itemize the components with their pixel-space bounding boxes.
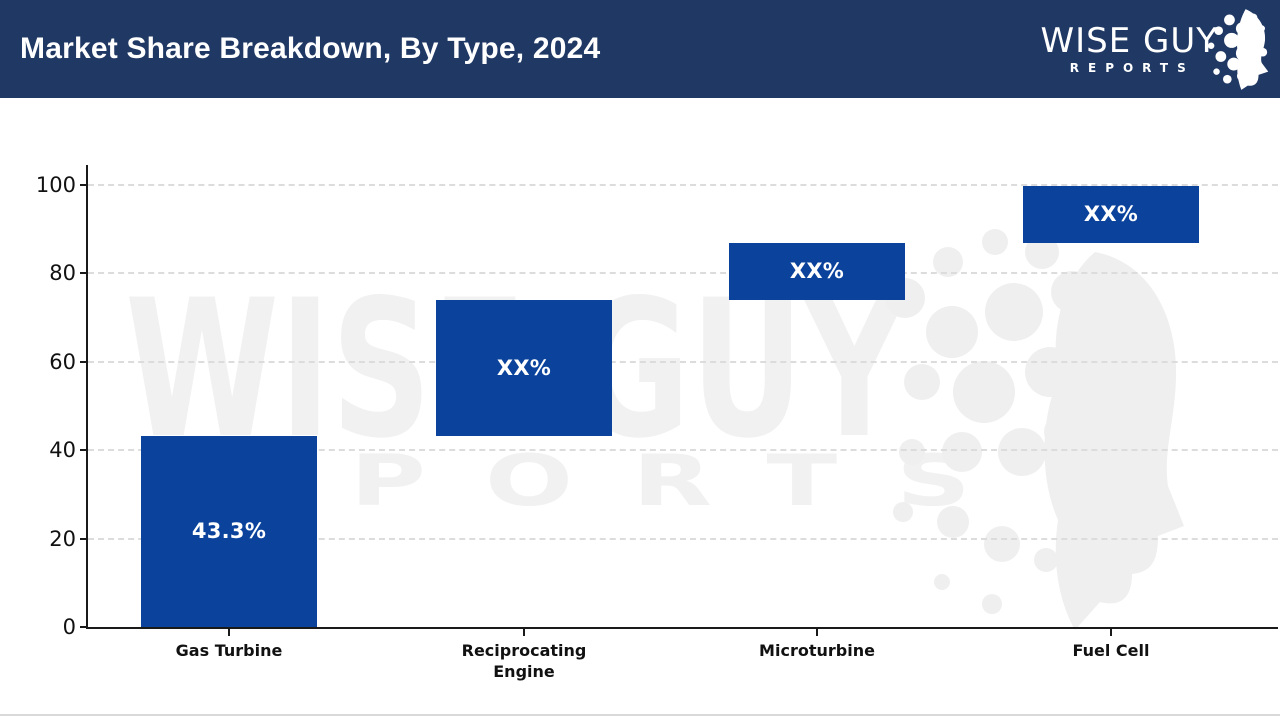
- header-bar: Market Share Breakdown, By Type, 2024 WI…: [0, 0, 1280, 98]
- y-tick-label: 100: [35, 173, 76, 197]
- x-tick-mark: [1110, 629, 1112, 636]
- y-tick-mark: [80, 360, 88, 363]
- y-tick-mark: [80, 537, 88, 540]
- bottom-divider: [0, 714, 1280, 716]
- bar-value-label: XX%: [1083, 202, 1139, 227]
- gridline: [88, 449, 1278, 452]
- gridline: [88, 184, 1278, 186]
- watermark-head-dots: [885, 229, 1184, 630]
- y-tick-label: 80: [49, 261, 76, 286]
- y-tick-label: 40: [49, 438, 76, 463]
- y-tick-mark: [80, 449, 88, 452]
- chart-title: Market Share Breakdown, By Type, 2024: [20, 32, 601, 65]
- bar-gas-turbine: 43.3%: [141, 435, 317, 627]
- x-axis-line: [86, 627, 1278, 629]
- bar-value-label: XX%: [789, 259, 845, 284]
- y-tick-label: 0: [62, 615, 76, 639]
- wise-guy-logo: WISE GUY REPORTS: [1040, 7, 1280, 91]
- logo-subtitle: REPORTS: [1069, 61, 1195, 75]
- y-tick-label: 20: [49, 526, 76, 551]
- bar-value-label: XX%: [496, 355, 552, 380]
- x-axis-category-label: Reciprocating Engine: [461, 641, 587, 681]
- bar-reciprocating-engine: XX%: [436, 299, 612, 436]
- logo-name: WISE GUY: [1040, 21, 1218, 61]
- x-tick-mark: [523, 629, 525, 636]
- x-axis-category-label: Fuel Cell: [1072, 641, 1150, 660]
- bar-fuel-cell: XX%: [1023, 185, 1199, 243]
- y-tick-mark: [80, 184, 88, 186]
- gridline: [88, 537, 1278, 540]
- gridline: [88, 272, 1278, 275]
- y-axis-line: [86, 165, 88, 629]
- x-axis-category-label: Gas Turbine: [175, 641, 283, 660]
- bar-microturbine: XX%: [729, 242, 905, 300]
- watermark-word2: PORTS: [350, 440, 1030, 522]
- y-tick-label: 60: [49, 349, 76, 374]
- y-tick-mark: [80, 626, 88, 628]
- logo-head-icon: [1207, 9, 1269, 90]
- gridline: [88, 360, 1278, 363]
- x-tick-mark: [228, 629, 230, 636]
- y-tick-mark: [80, 272, 88, 275]
- x-tick-mark: [816, 629, 818, 636]
- bar-value-label: 43.3%: [191, 519, 267, 544]
- logo-text: WISE GUY REPORTS: [1040, 23, 1218, 75]
- x-axis-category-label: Microturbine: [759, 641, 875, 660]
